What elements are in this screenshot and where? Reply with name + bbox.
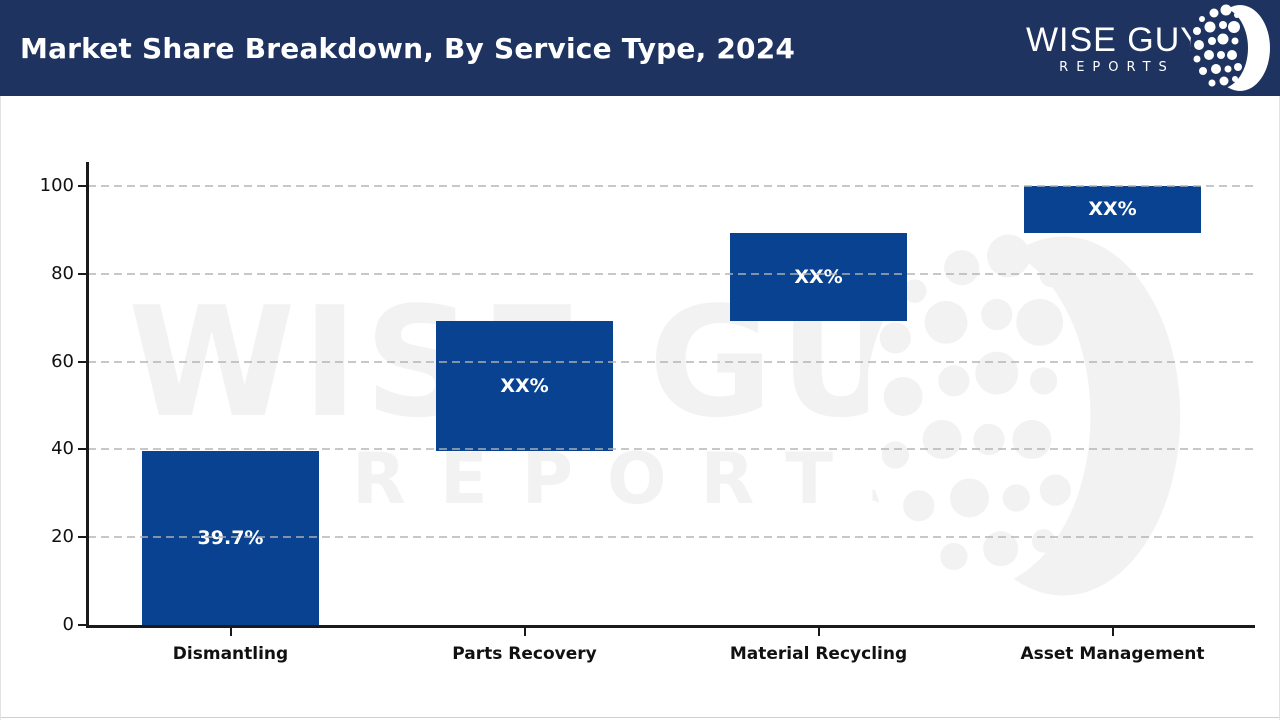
figure-left-border — [0, 96, 1, 720]
category-label: Asset Management — [1020, 644, 1205, 664]
bar: XX% — [436, 320, 613, 451]
logo-brand-text: WISE GUY — [1025, 20, 1204, 59]
bar: XX% — [730, 232, 907, 321]
logo-head-icon — [1190, 4, 1270, 91]
gridline — [88, 448, 1255, 451]
x-axis-tick — [1111, 628, 1114, 636]
y-axis-tick-label: 60 — [51, 350, 74, 372]
y-axis-tick — [78, 536, 86, 539]
category-label: Material Recycling — [729, 644, 908, 664]
y-axis-tick — [78, 624, 86, 626]
chart-area: WISE GUY REPORTS 02040608010039.7%Disman… — [0, 96, 1280, 720]
x-axis-tick — [817, 628, 820, 636]
bar-value-label: XX% — [500, 374, 549, 397]
gridline — [88, 272, 1255, 275]
category-label: Parts Recovery — [452, 644, 597, 664]
y-axis-tick — [78, 185, 86, 187]
logo: WISE GUY REPORTS — [1026, 4, 1272, 92]
bar-value-label: XX% — [794, 265, 843, 288]
logo-sub-text: REPORTS — [1059, 59, 1175, 75]
x-axis-tick — [229, 628, 232, 636]
y-axis-tick-label: 0 — [62, 614, 74, 635]
category-label: Dismantling — [172, 644, 289, 664]
y-axis-tick — [78, 448, 86, 451]
y-axis-tick-label: 40 — [51, 438, 74, 460]
y-axis-line — [86, 162, 89, 628]
logo-wordmark: WISE GUY REPORTS — [1026, 22, 1204, 75]
header: Market Share Breakdown, By Service Type,… — [0, 0, 1280, 96]
bar: XX% — [1024, 186, 1201, 233]
x-axis-line — [86, 625, 1255, 628]
y-axis-tick — [78, 272, 86, 275]
y-axis-tick-label: 100 — [39, 175, 74, 196]
gridline — [88, 360, 1255, 363]
y-axis-tick — [78, 360, 86, 363]
x-axis-tick — [523, 628, 526, 636]
page-title: Market Share Breakdown, By Service Type,… — [20, 31, 796, 65]
bar-value-label: XX% — [1088, 198, 1137, 221]
y-axis-tick-label: 20 — [51, 526, 74, 548]
watermark-head-icon — [868, 234, 1181, 596]
gridline — [88, 185, 1255, 187]
y-axis-tick-label: 80 — [51, 262, 74, 284]
figure-bottom-border — [0, 717, 1280, 718]
gridline — [88, 536, 1255, 539]
